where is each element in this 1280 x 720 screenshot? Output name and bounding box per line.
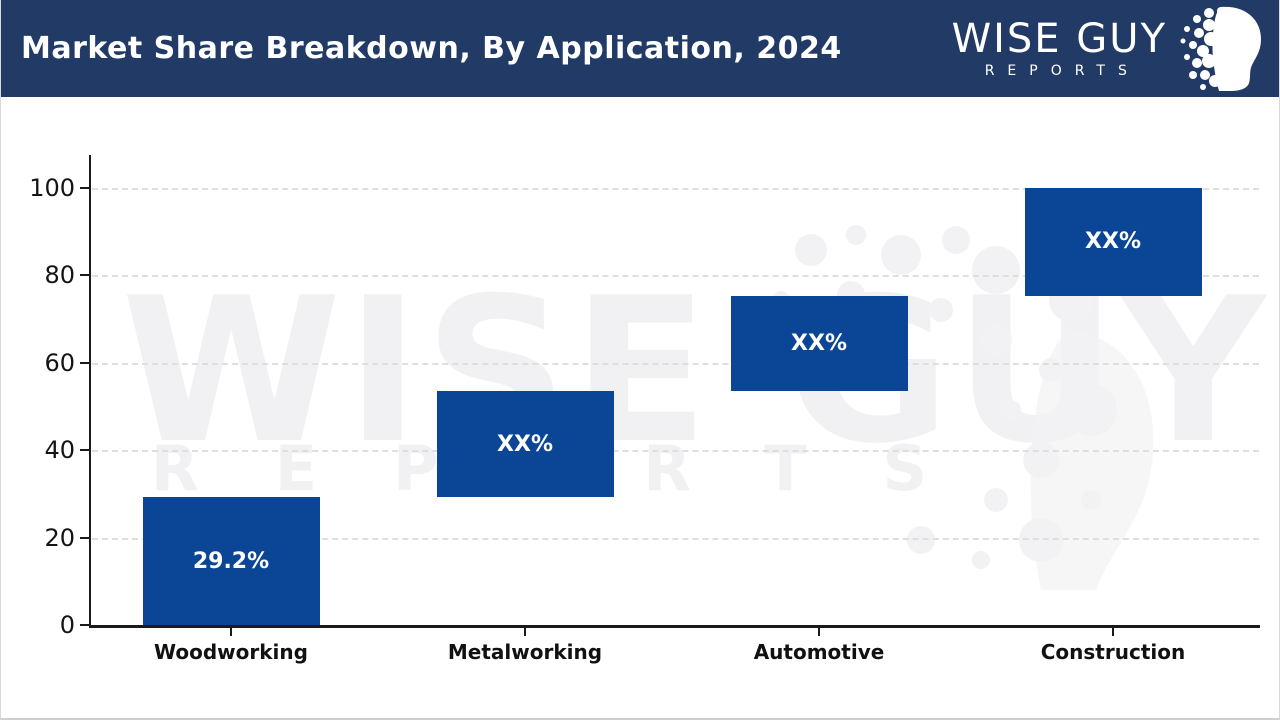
bar-woodworking: 29.2% [142,497,320,625]
y-tick-label-100: 100 [29,173,75,202]
brand-logo: WISE GUY REPORTS [952,5,1265,93]
x-category-label-metalworking: Metalworking [447,640,603,664]
bar-automotive: XX% [730,295,908,391]
y-tick-mark-0 [80,624,89,626]
header-band: Market Share Breakdown, By Application, … [1,0,1279,97]
y-tick-mark-60 [80,361,89,364]
gridline-100 [92,187,1259,190]
y-tick-label-80: 80 [44,261,75,289]
x-category-label-woodworking: Woodworking [154,640,308,664]
gridline-20 [92,537,1259,540]
bar-metalworking: XX% [436,390,614,498]
x-tick-mark-metalworking [524,628,526,636]
brand-name: WISE GUY [951,15,1167,62]
brand-subtitle: REPORTS [984,62,1140,79]
brand-logo-text: WISE GUY REPORTS [952,19,1167,79]
y-tick-mark-40 [80,449,89,451]
y-axis-line [89,155,91,626]
y-tick-label-0: 0 [59,611,75,639]
x-tick-mark-woodworking [230,628,232,636]
x-tick-mark-construction [1112,628,1114,636]
x-category-label-construction: Construction [1040,640,1186,664]
bar-construction: XX% [1024,187,1202,296]
gridline-40 [92,450,1259,452]
gridline-60 [92,362,1259,365]
bar-value-label: XX% [1085,229,1141,255]
head-profile-icon [1180,6,1261,91]
bar-value-label: XX% [497,431,553,457]
bar-value-label: XX% [791,330,847,356]
y-tick-label-60: 60 [44,348,75,377]
y-tick-label-40: 40 [44,436,75,464]
bar-value-label: 29.2% [192,548,270,574]
y-tick-mark-100 [80,186,89,189]
x-category-label-automotive: Automotive [753,640,885,664]
y-tick-mark-20 [80,536,89,539]
x-tick-mark-automotive [818,628,820,636]
x-axis-line [89,625,1260,628]
y-tick-label-20: 20 [44,523,75,552]
chart-title: Market Share Breakdown, By Application, … [21,31,842,66]
y-tick-mark-80 [80,274,89,276]
gridline-80 [92,275,1259,277]
